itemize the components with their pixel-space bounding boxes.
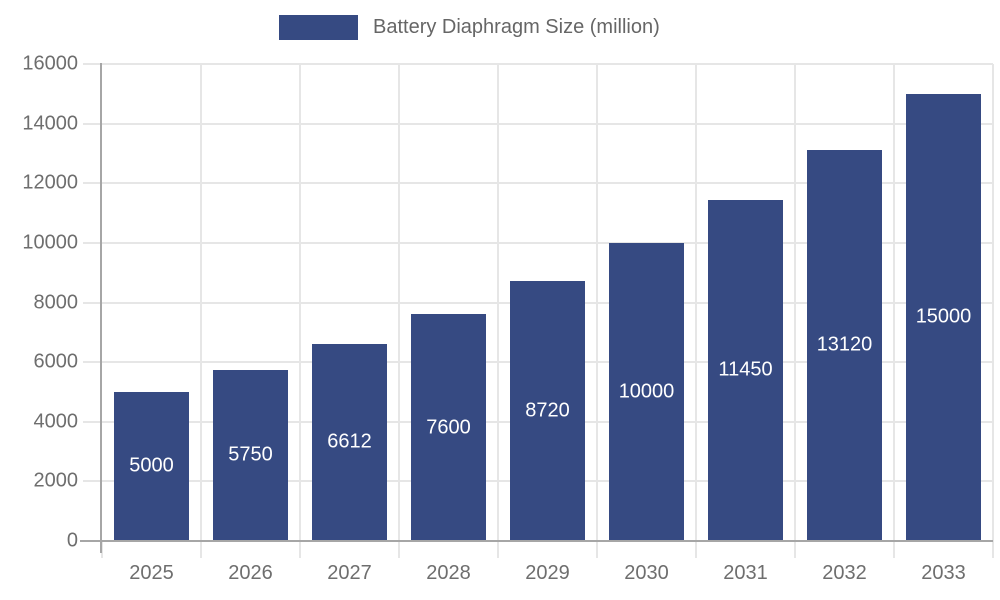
x-tick-label: 2031 [723, 562, 768, 584]
legend-swatch [279, 15, 358, 40]
bar-value-label: 13120 [816, 333, 873, 356]
bar[interactable] [510, 281, 585, 541]
x-axis-tick [398, 541, 400, 558]
y-tick-label: 10000 [22, 231, 78, 254]
x-gridline [695, 64, 697, 541]
x-tick-label: 2030 [624, 562, 669, 584]
bar[interactable] [708, 199, 783, 541]
x-gridline [398, 64, 400, 541]
bar[interactable] [807, 149, 882, 541]
x-gridline [893, 64, 895, 541]
bar-value-label: 15000 [915, 305, 972, 328]
x-axis-tick [299, 541, 301, 558]
bar-value-label: 5000 [129, 454, 174, 477]
bar-value-label: 6612 [327, 430, 372, 453]
x-axis-line [80, 540, 993, 542]
bar[interactable] [213, 369, 288, 541]
bar[interactable] [312, 343, 387, 541]
bar[interactable] [906, 93, 981, 541]
x-axis-tick [497, 541, 499, 558]
bar[interactable] [609, 242, 684, 541]
y-tick-label: 14000 [22, 112, 78, 135]
x-tick-label: 2032 [822, 562, 867, 584]
x-axis-tick [992, 541, 994, 558]
y-gridline [83, 241, 993, 244]
x-tick-label: 2026 [228, 562, 273, 584]
legend[interactable]: Battery Diaphragm Size (million) [279, 15, 660, 40]
x-gridline [794, 64, 796, 541]
y-tick-label: 0 [66, 529, 78, 552]
x-tick-label: 2033 [921, 562, 966, 584]
x-axis-tick [893, 541, 895, 558]
y-tick-label: 6000 [33, 350, 79, 373]
x-tick-label: 2028 [426, 562, 471, 584]
y-tick-label: 2000 [33, 469, 79, 492]
x-axis-tick [794, 541, 796, 558]
x-gridline [596, 64, 598, 541]
y-gridline [83, 122, 993, 125]
x-axis-tick [101, 541, 103, 558]
x-gridline [497, 64, 499, 541]
x-tick-label: 2029 [525, 562, 570, 584]
y-gridline [83, 182, 993, 185]
y-gridline [83, 63, 993, 65]
y-tick-label: 12000 [22, 171, 78, 194]
x-gridline [992, 64, 994, 541]
y-tick-label: 8000 [33, 291, 79, 313]
x-axis-tick [596, 541, 598, 558]
bar[interactable] [114, 391, 189, 541]
x-axis-tick [695, 541, 697, 558]
x-tick-label: 2025 [129, 562, 174, 584]
x-tick-label: 2027 [327, 562, 372, 584]
x-gridline [299, 64, 301, 541]
bar-value-label: 11450 [718, 358, 773, 381]
bar-value-label: 8720 [525, 399, 570, 422]
x-axis-tick [200, 541, 202, 558]
y-axis-line [100, 63, 102, 553]
bar[interactable] [411, 314, 486, 541]
x-gridline [200, 64, 202, 541]
bar-value-label: 5750 [228, 443, 273, 466]
y-tick-label: 16000 [22, 52, 78, 75]
y-tick-label: 4000 [33, 410, 79, 433]
bar-value-label: 10000 [618, 380, 675, 403]
legend-label: Battery Diaphragm Size (million) [373, 16, 660, 38]
bar-value-label: 7600 [426, 416, 471, 439]
